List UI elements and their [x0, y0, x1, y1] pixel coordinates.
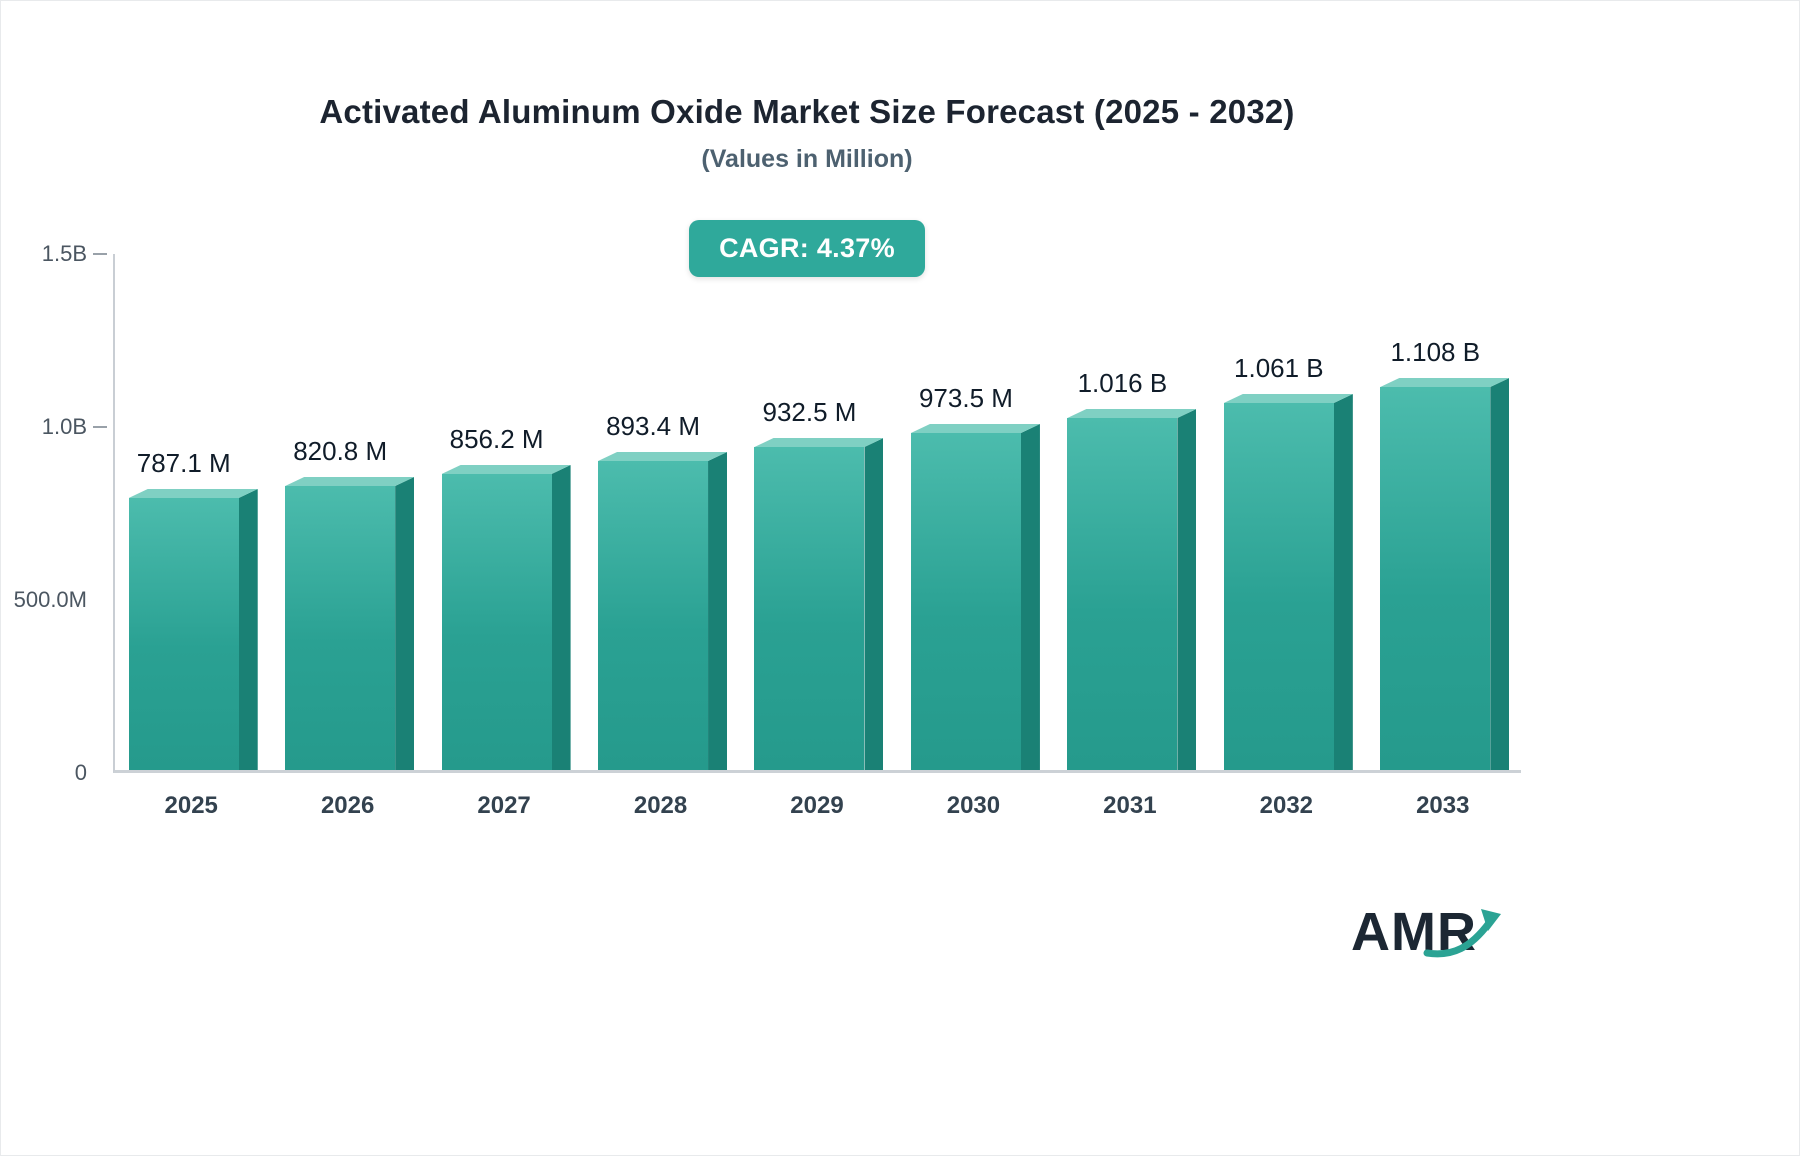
bar — [1380, 387, 1491, 770]
bar-value-label: 787.1 M — [136, 448, 231, 478]
x-tick-label: 2033 — [1416, 792, 1470, 819]
chart-title: Activated Aluminum Oxide Market Size For… — [319, 93, 1295, 130]
bar-group: 1.061 B — [1210, 254, 1366, 770]
chart-header: Activated Aluminum Oxide Market Size For… — [1, 1, 1613, 277]
bar-value-label: 820.8 M — [293, 436, 388, 466]
bar-value-label: 1.016 B — [1077, 368, 1168, 398]
bar-group: 893.4 M — [584, 254, 740, 770]
x-tick-label: 2030 — [946, 792, 1001, 819]
bar — [910, 433, 1021, 770]
bar — [441, 474, 552, 770]
bar-group: 1.108 B — [1367, 254, 1523, 770]
bar-side-face — [395, 477, 415, 770]
bar — [1067, 418, 1178, 770]
bar — [598, 461, 709, 770]
bar-top-face — [129, 489, 258, 498]
bar-group: 973.5 M — [897, 254, 1053, 770]
amr-logo: AMR — [1351, 901, 1501, 963]
y-tick-dash — [93, 426, 107, 428]
bar-top-face — [911, 424, 1040, 433]
bar-top-face — [1380, 378, 1509, 387]
bar-value-label: 1.108 B — [1390, 337, 1481, 367]
y-tick-label: 1.0B — [41, 414, 87, 439]
bar-value-label: 973.5 M — [918, 383, 1013, 413]
bar-value-label: 893.4 M — [606, 411, 701, 441]
bar-top-face — [1224, 394, 1353, 403]
x-tick-label: 2027 — [477, 792, 531, 819]
bar-top-face — [442, 465, 571, 474]
bar — [128, 498, 239, 770]
bar-value-label: 1.061 B — [1234, 353, 1324, 383]
x-tick-label: 2031 — [1103, 792, 1157, 819]
bar-top-face — [1067, 409, 1196, 418]
y-axis: 0 500.0M 1.0B 1.5B — [1, 241, 113, 785]
bar-group: 856.2 M — [428, 254, 584, 770]
bar — [1223, 403, 1334, 770]
bar-group: 820.8 M — [271, 254, 427, 770]
bar-side-face — [708, 452, 728, 770]
bar-group: 1.016 B — [1054, 254, 1210, 770]
bar-top-face — [598, 452, 727, 461]
bar-group: 932.5 M — [741, 254, 897, 770]
bar-top-face — [754, 438, 883, 447]
y-tick-label: 0 — [74, 760, 87, 785]
logo-arrow-icon — [1423, 909, 1501, 958]
bar-value-label: 932.5 M — [762, 397, 857, 427]
x-tick-label: 2029 — [790, 792, 844, 819]
x-tick-label: 2026 — [320, 792, 375, 819]
bar-side-face — [1177, 409, 1197, 770]
cagr-badge: CAGR: 4.37% — [689, 220, 925, 277]
y-tick-label: 1.5B — [41, 241, 87, 266]
plot-area: 787.1 M 820.8 M 856.2 M 893.4 M 932.5 M 973.5… — [113, 254, 1521, 773]
y-tick-label: 500.0M — [13, 587, 87, 612]
x-tick-label: 2032 — [1259, 792, 1314, 819]
bar-top-face — [285, 477, 414, 486]
bar-side-face — [1333, 394, 1353, 770]
bar-side-face — [551, 465, 571, 770]
chart-subtitle: (Values in Million) — [701, 145, 913, 173]
y-tick-dash — [93, 253, 107, 255]
x-tick-label: 2025 — [164, 792, 218, 819]
bar-side-face — [238, 489, 258, 770]
bar-side-face — [1490, 378, 1510, 770]
bar-side-face — [864, 438, 884, 770]
bar — [285, 486, 396, 770]
x-tick-label: 2028 — [633, 792, 688, 819]
bar-value-label: 856.2 M — [449, 424, 544, 454]
bar — [754, 447, 865, 770]
bar-side-face — [1020, 424, 1040, 770]
x-axis: 2025 2026 2027 2028 2029 2030 2031 2032 2033 — [113, 776, 1521, 826]
bar-group: 787.1 M — [115, 254, 271, 770]
